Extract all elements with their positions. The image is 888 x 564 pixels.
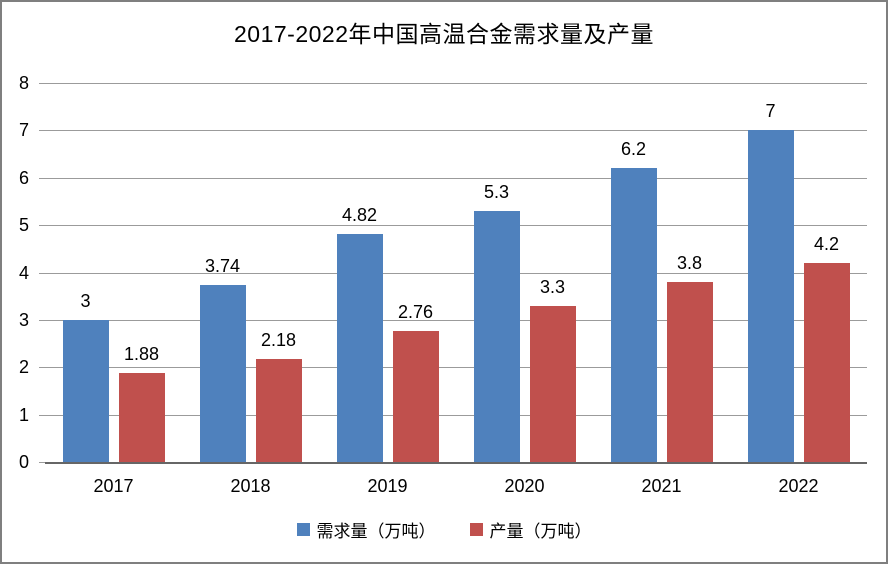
y-axis-label-1: 1: [18, 404, 29, 425]
bar-production-2019: [392, 331, 439, 462]
x-axis-label-2022: 2022: [778, 476, 819, 496]
y-tick-5: [39, 225, 45, 227]
data-label-demand-2021: 6.2: [620, 139, 647, 160]
gridline-7: [45, 130, 867, 132]
gridline-5: [45, 225, 867, 227]
data-label-demand-2022: 7: [765, 101, 776, 122]
y-tick-2: [39, 367, 45, 369]
legend-item-production: 产量（万吨）: [469, 517, 592, 542]
y-axis-label-8: 8: [18, 73, 29, 93]
bar-demand-2018: [199, 284, 246, 462]
bar-demand-2019: [336, 233, 383, 462]
data-label-demand-2020: 5.3: [483, 181, 510, 202]
data-label-production-2019: 2.76: [397, 302, 434, 323]
bar-production-2017: [118, 372, 165, 462]
y-axis-label-7: 7: [18, 120, 29, 141]
x-axis-label-2020: 2020: [504, 476, 545, 496]
legend-swatch-demand: [296, 523, 310, 536]
data-label-production-2017: 1.88: [123, 343, 160, 364]
legend: 需求量（万吨） 产量（万吨）: [2, 517, 886, 542]
bar-demand-2021: [610, 168, 657, 462]
y-tick-6: [39, 177, 45, 179]
y-axis-label-0: 0: [18, 452, 29, 472]
plot-area: 0 1 2 3 4 5 6 7 8 3 1.88 2017 3.74 2.18 2018 4.82 2.76 20…: [19, 73, 867, 496]
gridline-1: [45, 414, 867, 416]
legend-swatch-production: [469, 523, 483, 536]
gridline-4: [45, 272, 867, 274]
chart-title: 2017-2022年中国高温合金需求量及产量: [234, 21, 654, 47]
bar-production-2020: [529, 305, 576, 462]
x-axis-label-2021: 2021: [641, 476, 682, 496]
data-label-production-2021: 3.8: [676, 252, 703, 273]
gridline-2: [45, 367, 867, 369]
data-label-demand-2017: 3: [80, 290, 91, 311]
y-axis-label-6: 6: [18, 167, 29, 188]
bar-production-2021: [666, 281, 713, 462]
data-label-production-2020: 3.3: [539, 276, 566, 297]
data-label-production-2022: 4.2: [813, 234, 840, 255]
legend-item-demand: 需求量（万吨）: [296, 517, 436, 542]
y-tick-3: [39, 319, 45, 321]
data-label-production-2018: 2.18: [260, 329, 297, 350]
data-label-demand-2018: 3.74: [204, 255, 241, 276]
x-axis-label-2017: 2017: [93, 476, 134, 496]
y-axis-label-4: 4: [18, 262, 29, 283]
y-axis-label-2: 2: [18, 357, 29, 378]
bar-production-2022: [803, 263, 850, 462]
legend-label-production: 产量（万吨）: [489, 522, 592, 541]
bar-production-2018: [255, 358, 302, 462]
y-tick-8: [39, 83, 45, 84]
bar-demand-2020: [473, 210, 520, 462]
legend-label-demand: 需求量（万吨）: [316, 522, 436, 541]
data-label-demand-2019: 4.82: [341, 204, 378, 225]
gridline-3: [45, 319, 867, 321]
y-tick-4: [39, 272, 45, 274]
y-tick-1: [39, 414, 45, 416]
x-axis-label-2018: 2018: [230, 476, 271, 496]
gridline-6: [45, 177, 867, 179]
y-axis-label-3: 3: [18, 309, 29, 330]
y-tick-0: [39, 462, 45, 463]
x-axis-label-2019: 2019: [367, 476, 408, 496]
y-axis-label-5: 5: [18, 215, 29, 236]
bar-demand-2022: [747, 130, 794, 462]
y-tick-7: [39, 130, 45, 132]
gridline-8: [45, 83, 867, 84]
bar-demand-2017: [62, 319, 109, 462]
